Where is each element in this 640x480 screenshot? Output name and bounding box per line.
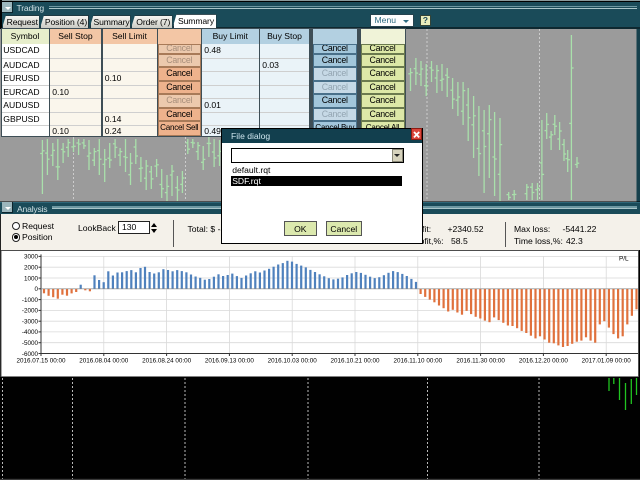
svg-text:-3000: -3000 — [22, 319, 39, 326]
svg-text:1000: 1000 — [24, 275, 39, 282]
svg-text:-5000: -5000 — [22, 340, 39, 347]
svg-text:2016.07.15 00:00: 2016.07.15 00:00 — [16, 358, 66, 365]
svg-text:2016.09.13 00:00: 2016.09.13 00:00 — [205, 358, 255, 365]
svg-text:3000: 3000 — [24, 254, 39, 261]
svg-text:P/L: P/L — [619, 256, 629, 263]
svg-text:2016.08.24 00:00: 2016.08.24 00:00 — [142, 358, 192, 365]
svg-text:-6000: -6000 — [22, 351, 39, 358]
svg-text:-4000: -4000 — [22, 329, 39, 336]
svg-text:2016.10.21 00:00: 2016.10.21 00:00 — [330, 358, 380, 365]
svg-text:-1000: -1000 — [22, 297, 39, 304]
svg-text:2017.01.09 00:00: 2017.01.09 00:00 — [582, 358, 632, 365]
svg-text:0: 0 — [34, 286, 38, 293]
svg-text:2000: 2000 — [24, 265, 39, 272]
svg-text:2016.10.03 00:00: 2016.10.03 00:00 — [268, 358, 318, 365]
svg-text:2016.11.10 00:00: 2016.11.10 00:00 — [394, 358, 443, 365]
svg-text:2016.11.30 00:00: 2016.11.30 00:00 — [456, 358, 505, 365]
svg-text:-2000: -2000 — [22, 308, 39, 315]
svg-text:2016.12.20 00:00: 2016.12.20 00:00 — [519, 358, 569, 365]
svg-text:2016.08.04 00:00: 2016.08.04 00:00 — [79, 358, 129, 365]
